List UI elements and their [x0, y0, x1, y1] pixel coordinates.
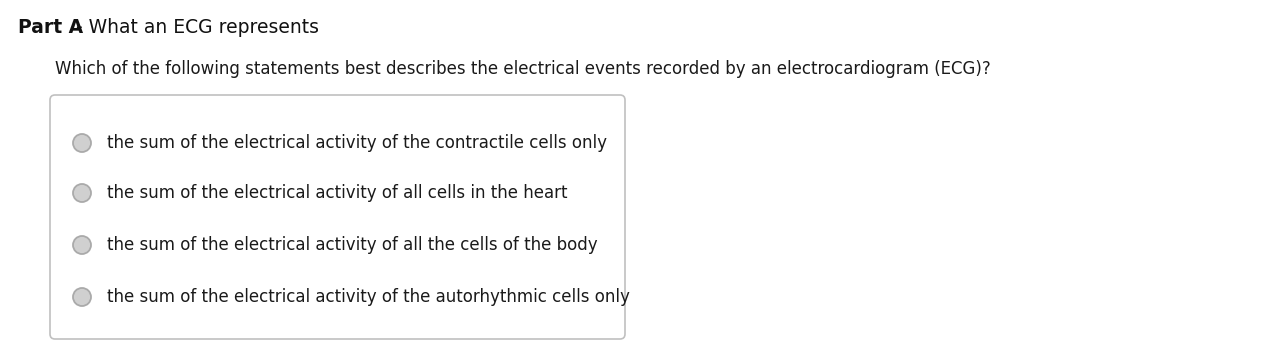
- Text: the sum of the electrical activity of all cells in the heart: the sum of the electrical activity of al…: [108, 184, 567, 202]
- FancyBboxPatch shape: [50, 95, 625, 339]
- Text: Which of the following statements best describes the electrical events recorded : Which of the following statements best d…: [55, 60, 991, 78]
- Ellipse shape: [73, 134, 91, 152]
- Ellipse shape: [73, 184, 91, 202]
- Text: - What an ECG represents: - What an ECG represents: [70, 18, 319, 37]
- Text: the sum of the electrical activity of all the cells of the body: the sum of the electrical activity of al…: [108, 236, 598, 254]
- Ellipse shape: [73, 236, 91, 254]
- Ellipse shape: [73, 288, 91, 306]
- Text: Part A: Part A: [18, 18, 83, 37]
- Text: the sum of the electrical activity of the autorhythmic cells only: the sum of the electrical activity of th…: [108, 288, 630, 306]
- Text: the sum of the electrical activity of the contractile cells only: the sum of the electrical activity of th…: [108, 134, 607, 152]
